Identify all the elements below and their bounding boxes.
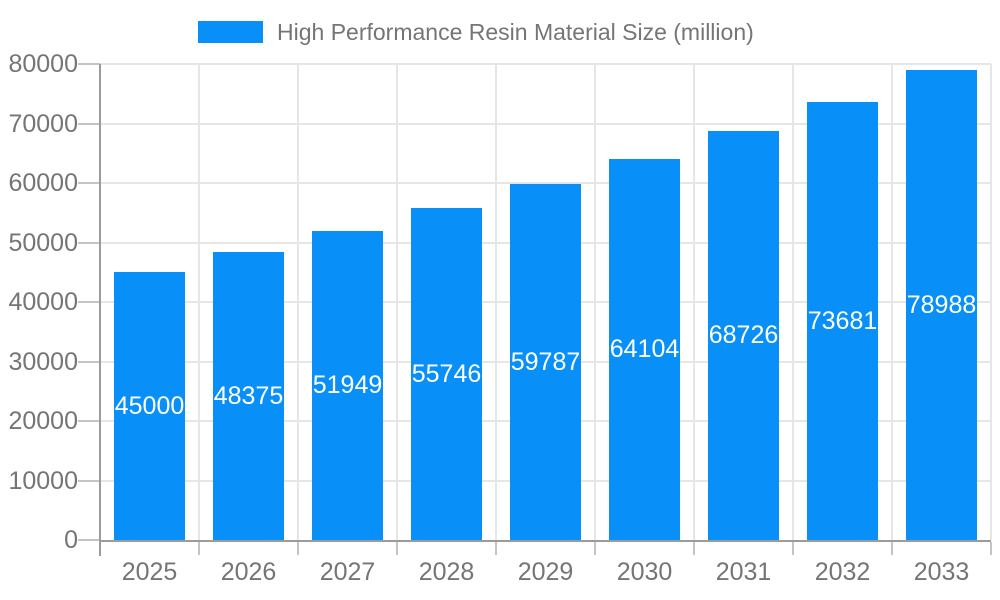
- bar: 48375: [213, 252, 284, 540]
- y-axis-label: 10000: [8, 467, 78, 495]
- y-axis-label: 0: [64, 526, 78, 554]
- v-gridline: [198, 64, 200, 540]
- y-axis-label: 40000: [8, 288, 78, 316]
- v-gridline: [594, 64, 596, 540]
- bar: 78988: [906, 70, 977, 540]
- x-tick: [495, 542, 497, 555]
- y-axis-line: [99, 64, 101, 556]
- y-tick: [78, 182, 100, 184]
- legend: High Performance Resin Material Size (mi…: [198, 19, 754, 45]
- y-axis-label: 50000: [8, 229, 78, 257]
- x-axis-label: 2032: [814, 558, 871, 586]
- h-gridline: [100, 182, 991, 184]
- x-axis-label: 2031: [715, 558, 772, 586]
- v-gridline: [693, 64, 695, 540]
- bar-value-label: 45000: [114, 391, 185, 420]
- bar: 55746: [411, 208, 482, 540]
- h-gridline: [100, 63, 991, 65]
- x-tick: [297, 542, 299, 555]
- y-tick: [78, 539, 100, 541]
- v-gridline: [990, 64, 992, 540]
- bar: 68726: [708, 131, 779, 540]
- bar: 73681: [807, 102, 878, 540]
- bar-value-label: 59787: [510, 347, 581, 376]
- v-gridline: [792, 64, 794, 540]
- y-tick: [78, 123, 100, 125]
- x-tick: [792, 542, 794, 555]
- y-tick: [78, 63, 100, 65]
- x-axis-label: 2028: [418, 558, 475, 586]
- x-axis-label: 2025: [121, 558, 178, 586]
- bar: 59787: [510, 184, 581, 540]
- y-axis-label: 30000: [8, 348, 78, 376]
- y-axis-label: 60000: [8, 169, 78, 197]
- x-axis-label: 2033: [913, 558, 970, 586]
- x-tick: [990, 542, 992, 555]
- bar-value-label: 73681: [807, 306, 878, 335]
- v-gridline: [495, 64, 497, 540]
- x-tick: [396, 542, 398, 555]
- y-tick: [78, 242, 100, 244]
- x-axis-label: 2029: [517, 558, 574, 586]
- bar: 51949: [312, 231, 383, 540]
- y-tick: [78, 420, 100, 422]
- y-tick: [78, 361, 100, 363]
- v-gridline: [396, 64, 398, 540]
- x-axis-label: 2026: [220, 558, 277, 586]
- bar: 45000: [114, 272, 185, 540]
- bar: 64104: [609, 159, 680, 540]
- legend-swatch: [198, 21, 263, 43]
- y-axis-label: 80000: [8, 50, 78, 78]
- bar-value-label: 48375: [213, 381, 284, 410]
- bar-value-label: 55746: [411, 359, 482, 388]
- bar-value-label: 51949: [312, 371, 383, 399]
- y-axis-label: 70000: [8, 110, 78, 138]
- x-tick: [594, 542, 596, 555]
- x-axis-label: 2030: [616, 558, 673, 586]
- y-tick: [78, 301, 100, 303]
- x-axis-line: [100, 540, 991, 542]
- bar-value-label: 78988: [906, 290, 977, 319]
- bar-value-label: 68726: [708, 321, 779, 349]
- v-gridline: [297, 64, 299, 540]
- x-tick: [198, 542, 200, 555]
- y-tick: [78, 480, 100, 482]
- legend-label: High Performance Resin Material Size (mi…: [277, 19, 754, 45]
- v-gridline: [891, 64, 893, 540]
- bar-value-label: 64104: [609, 335, 680, 363]
- y-axis-label: 20000: [8, 407, 78, 435]
- x-tick: [693, 542, 695, 555]
- x-tick: [891, 542, 893, 555]
- h-gridline: [100, 123, 991, 125]
- x-axis-label: 2027: [319, 558, 376, 586]
